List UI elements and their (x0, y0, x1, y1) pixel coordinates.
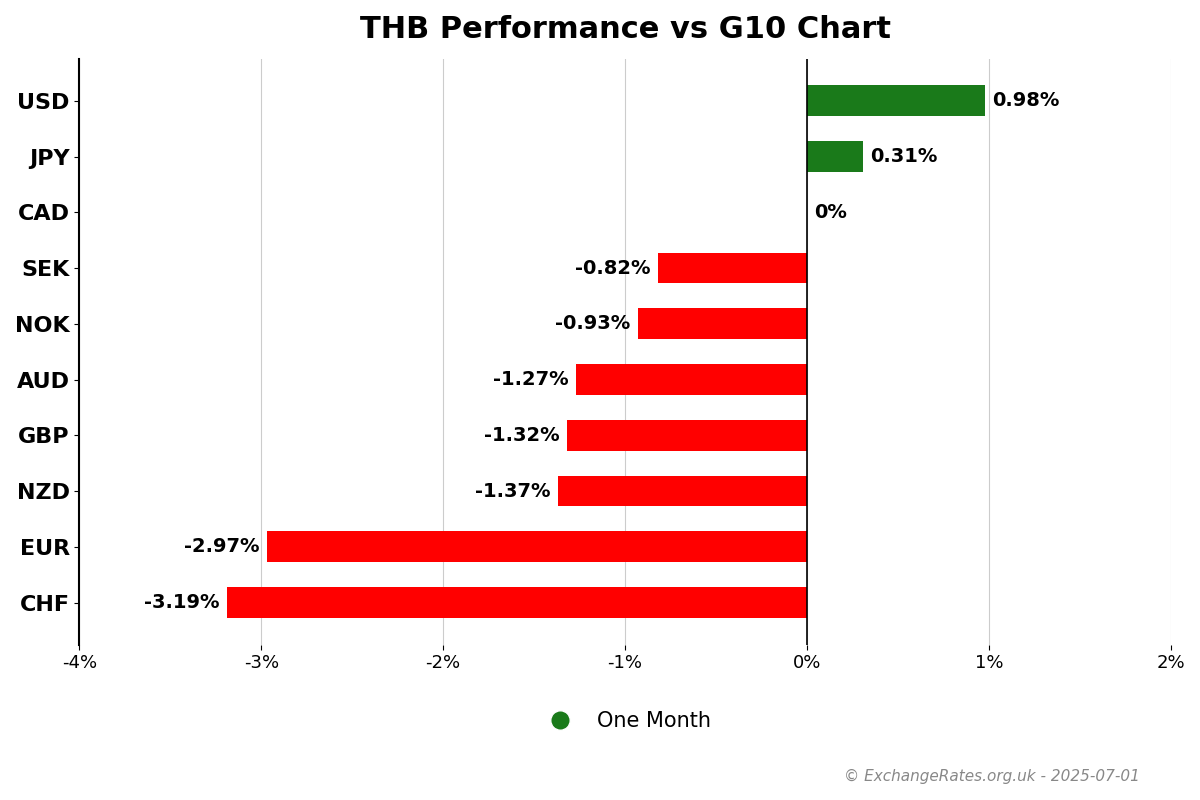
Bar (637, 309, 806, 339)
Text: -0.82%: -0.82% (575, 258, 650, 278)
Bar (806, 86, 985, 116)
Text: -2.97%: -2.97% (184, 538, 259, 556)
Bar (558, 476, 806, 506)
Text: 0%: 0% (814, 202, 847, 222)
Bar (227, 587, 806, 618)
Legend: One Month: One Month (530, 703, 720, 739)
Text: -0.93%: -0.93% (556, 314, 630, 334)
Text: -1.37%: -1.37% (475, 482, 551, 501)
Bar (576, 364, 806, 395)
Bar (566, 420, 806, 450)
Text: -3.19%: -3.19% (144, 593, 220, 612)
Text: 0.98%: 0.98% (992, 91, 1060, 110)
Text: © ExchangeRates.org.uk - 2025-07-01: © ExchangeRates.org.uk - 2025-07-01 (844, 769, 1140, 784)
Text: -1.27%: -1.27% (493, 370, 569, 389)
Bar (806, 142, 863, 172)
Bar (266, 531, 806, 562)
Bar (658, 253, 806, 283)
Text: -1.32%: -1.32% (484, 426, 559, 445)
Title: THB Performance vs G10 Chart: THB Performance vs G10 Chart (360, 15, 890, 44)
Text: 0.31%: 0.31% (870, 147, 938, 166)
